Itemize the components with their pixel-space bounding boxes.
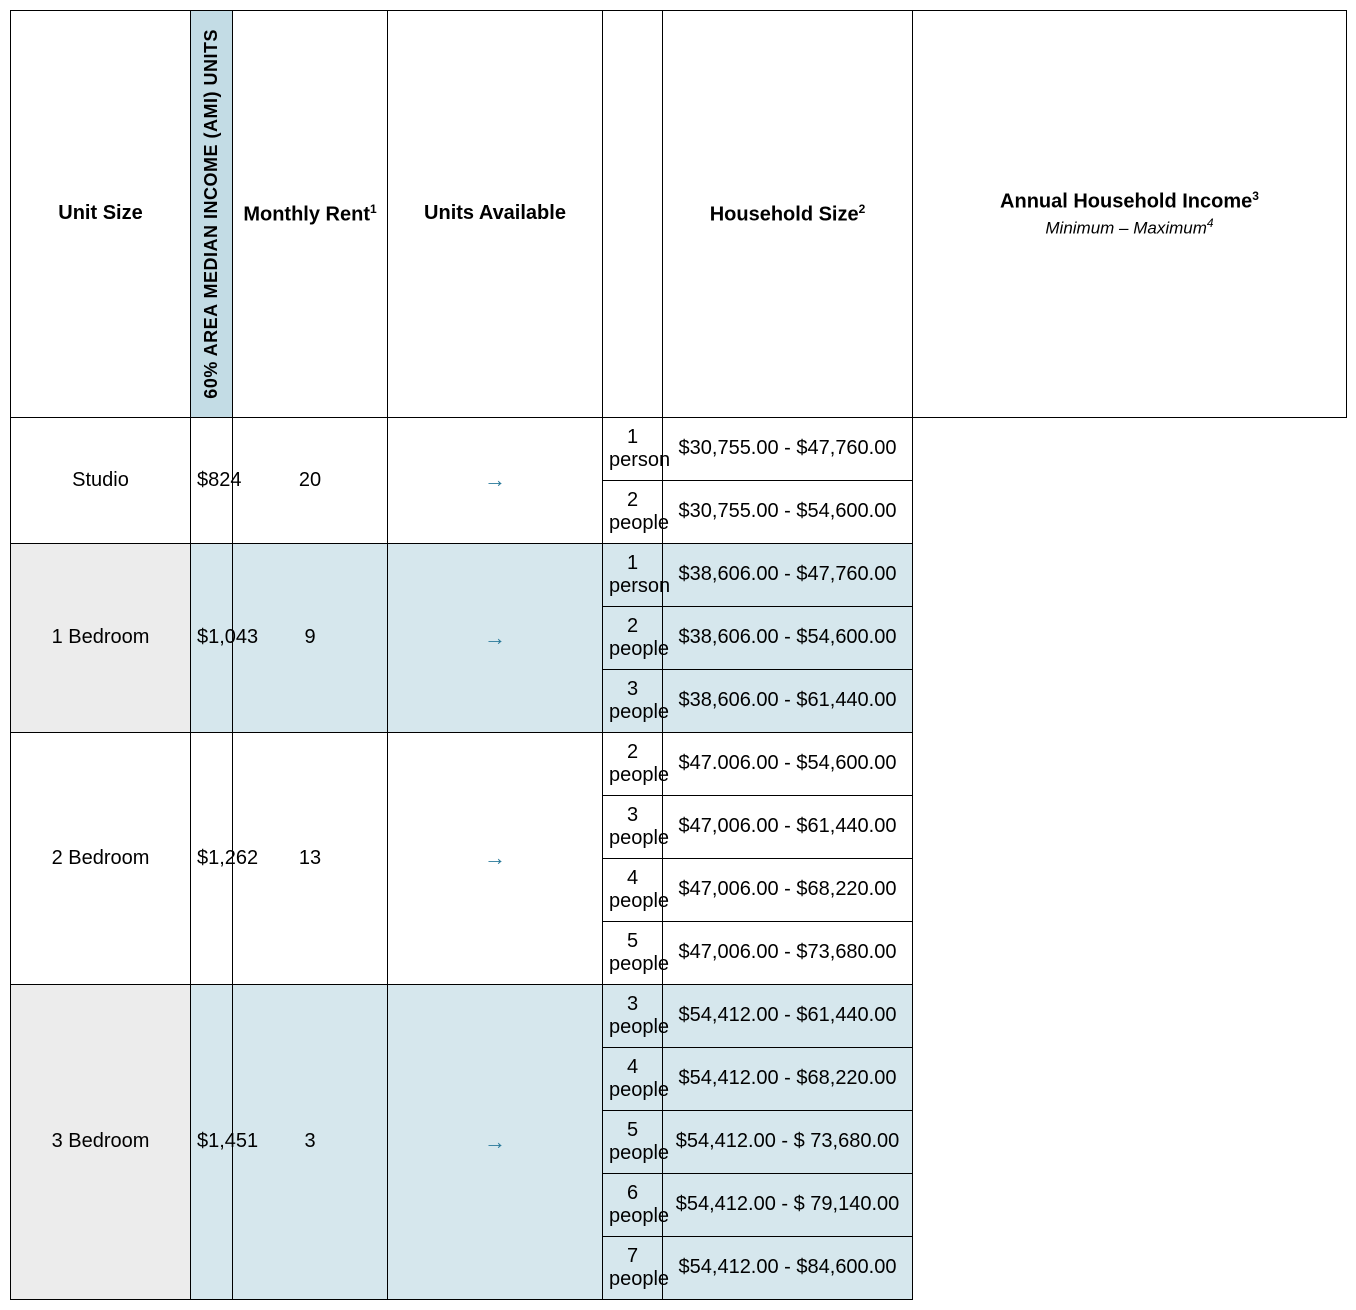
cell-unit-size: 3 Bedroom [11,984,191,1299]
ami-units-table: Unit Size 60% AREA MEDIAN INCOME (AMI) U… [10,10,1347,1300]
table-body: Studio$82420→1 person$30,755.00 - $47,76… [11,417,1347,1299]
cell-units-available: 3 [233,984,388,1299]
cell-monthly-rent: $824 [191,417,233,543]
cell-income-range: $38,606.00 - $61,440.00 [663,669,913,732]
ami-vertical-label: 60% AREA MEDIAN INCOME (AMI) UNITS [191,11,233,418]
table-row: Studio$82420→1 person$30,755.00 - $47,76… [11,417,1347,480]
header-income-sup: 3 [1252,189,1259,203]
cell-household-size: 7 people [603,1236,663,1299]
cell-unit-size: Studio [11,417,191,543]
cell-household-size: 3 people [603,984,663,1047]
cell-income-range: $47,006.00 - $61,440.00 [663,795,913,858]
cell-units-available: 13 [233,732,388,984]
header-household-size-label: Household Size [710,203,859,225]
header-monthly-rent: Monthly Rent1 [233,11,388,418]
cell-income-range: $38,606.00 - $54,600.00 [663,606,913,669]
cell-household-size: 6 people [603,1173,663,1236]
cell-income-range: $38,606.00 - $47,760.00 [663,543,913,606]
table-row: 1 Bedroom$1,0439→1 person$38,606.00 - $4… [11,543,1347,606]
cell-income-range: $47.006.00 - $54,600.00 [663,732,913,795]
cell-household-size: 2 people [603,480,663,543]
arrow-icon: → [388,732,603,984]
cell-monthly-rent: $1,451 [191,984,233,1299]
cell-income-range: $54,412.00 - $61,440.00 [663,984,913,1047]
header-units-available-label: Units Available [424,202,566,224]
cell-unit-size: 1 Bedroom [11,543,191,732]
cell-household-size: 1 person [603,417,663,480]
cell-income-range: $30,755.00 - $47,760.00 [663,417,913,480]
cell-income-range: $30,755.00 - $54,600.00 [663,480,913,543]
table-row: 2 Bedroom$1,26213→2 people$47.006.00 - $… [11,732,1347,795]
cell-household-size: 5 people [603,921,663,984]
cell-monthly-rent: $1,262 [191,732,233,984]
cell-income-range: $47,006.00 - $68,220.00 [663,858,913,921]
cell-monthly-rent: $1,043 [191,543,233,732]
cell-household-size: 3 people [603,795,663,858]
arrow-icon: → [388,417,603,543]
cell-income-range: $54,412.00 - $ 73,680.00 [663,1110,913,1173]
cell-household-size: 5 people [603,1110,663,1173]
table-header: Unit Size 60% AREA MEDIAN INCOME (AMI) U… [11,11,1347,418]
cell-household-size: 4 people [603,1047,663,1110]
cell-income-range: $54,412.00 - $84,600.00 [663,1236,913,1299]
cell-household-size: 1 person [603,543,663,606]
header-unit-size: Unit Size [11,11,191,418]
header-monthly-rent-sup: 1 [370,202,377,216]
cell-income-range: $54,412.00 - $68,220.00 [663,1047,913,1110]
header-household-size: Household Size2 [663,11,913,418]
cell-household-size: 2 people [603,606,663,669]
cell-units-available: 20 [233,417,388,543]
header-arrow-blank [603,11,663,418]
header-income-label: Annual Household Income [1000,191,1252,213]
cell-unit-size: 2 Bedroom [11,732,191,984]
header-income-sub: Minimum – Maximum4 [919,216,1340,239]
header-income: Annual Household Income3 Minimum – Maxim… [913,11,1347,418]
header-monthly-rent-label: Monthly Rent [243,203,370,225]
arrow-icon: → [388,543,603,732]
ami-vertical-text: 60% AREA MEDIAN INCOME (AMI) UNITS [201,29,222,399]
arrow-icon: → [388,984,603,1299]
header-units-available: Units Available [388,11,603,418]
header-household-size-sup: 2 [859,202,866,216]
cell-income-range: $47,006.00 - $73,680.00 [663,921,913,984]
cell-household-size: 4 people [603,858,663,921]
cell-income-range: $54,412.00 - $ 79,140.00 [663,1173,913,1236]
header-unit-size-label: Unit Size [58,202,142,224]
cell-household-size: 3 people [603,669,663,732]
table-row: 3 Bedroom$1,4513→3 people$54,412.00 - $6… [11,984,1347,1047]
cell-household-size: 2 people [603,732,663,795]
